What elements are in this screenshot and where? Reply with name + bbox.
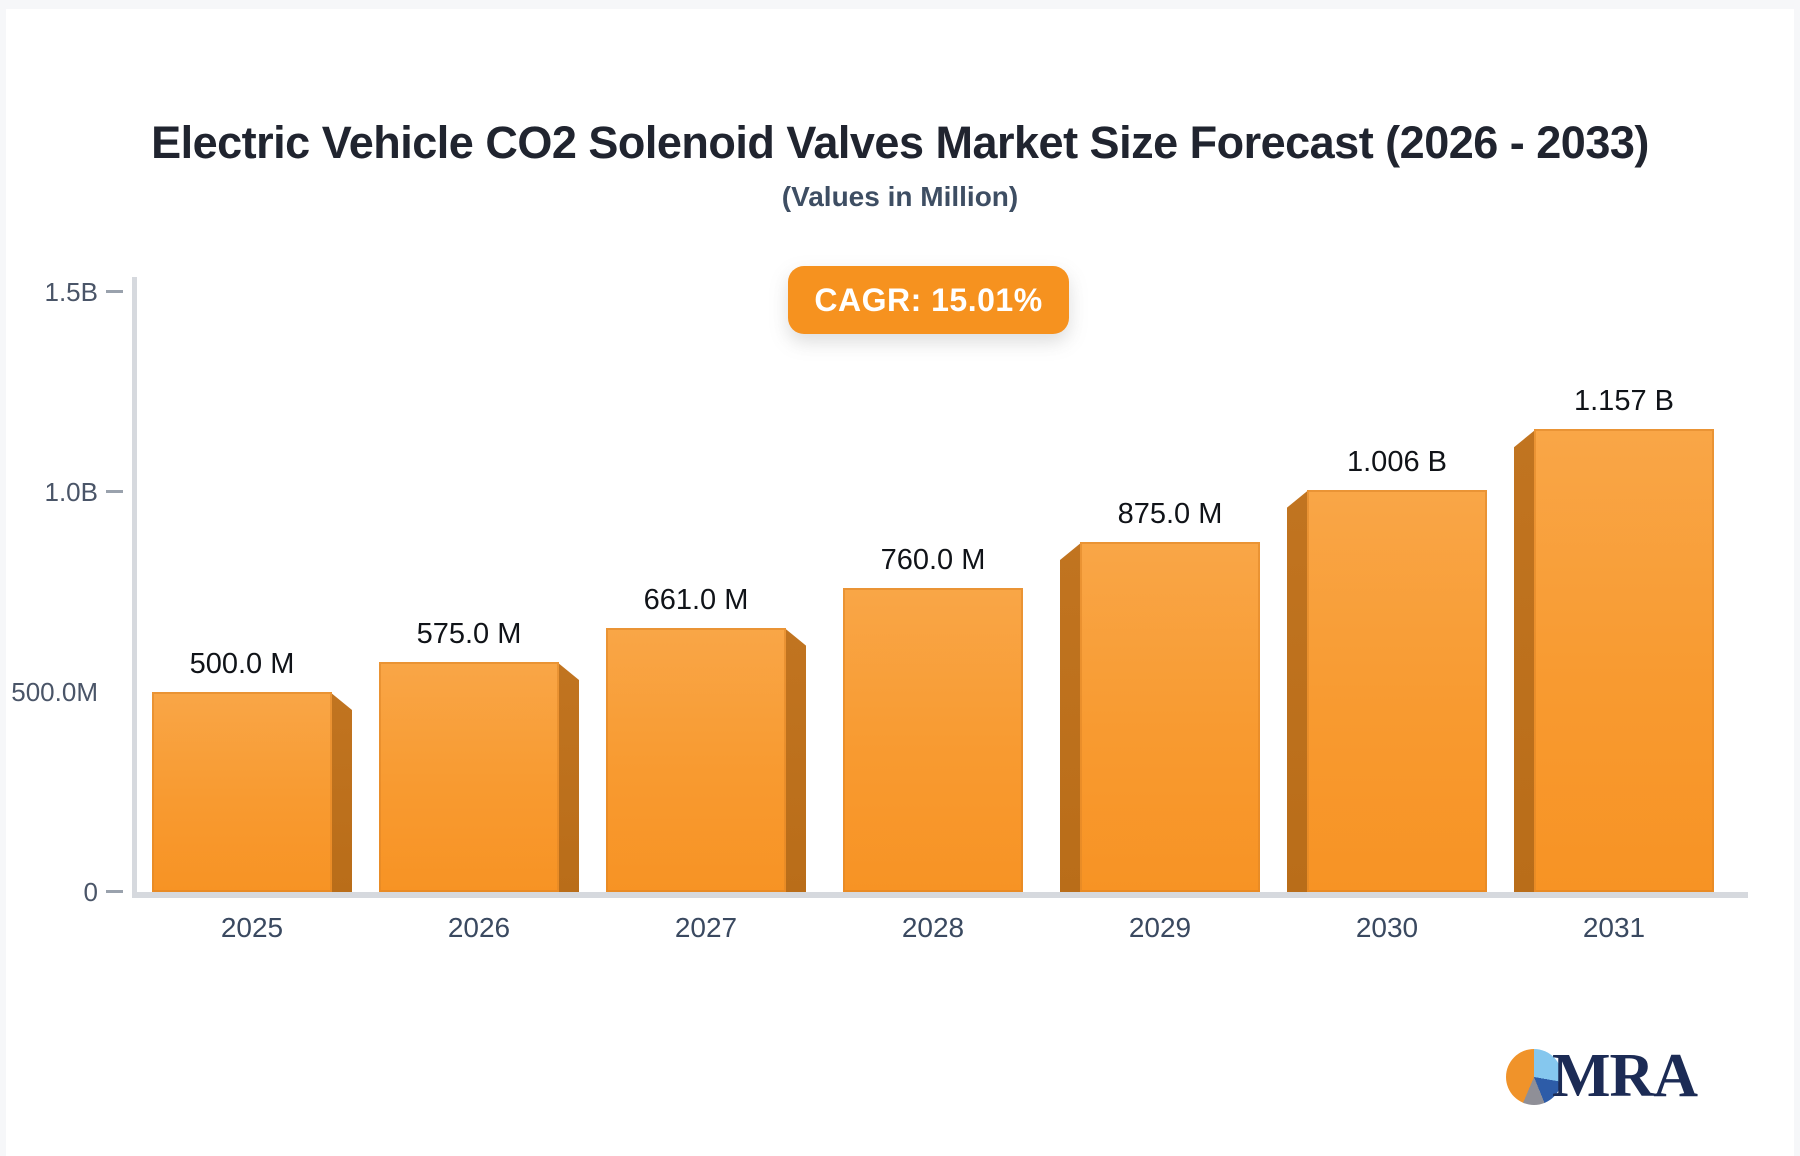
cagr-badge: CAGR: 15.01% <box>788 266 1069 334</box>
bar-value-label: 661.0 M <box>643 583 749 616</box>
y-tick-label: 500.0M <box>11 677 98 707</box>
bar-2028 <box>843 588 1023 892</box>
bar-2027 <box>606 627 786 892</box>
x-axis-label-2026: 2026 <box>447 912 511 943</box>
x-axis-label-2029: 2029 <box>1128 912 1192 943</box>
x-axis-label-2027: 2027 <box>674 912 738 943</box>
pie-chart-icon <box>1506 1048 1562 1105</box>
bar-side-face <box>1060 542 1082 892</box>
y-axis-line <box>132 277 137 895</box>
bar-value-label: 875.0 M <box>1117 498 1223 530</box>
bar-side-face <box>1287 489 1309 892</box>
chart-card: Electric Vehicle CO2 Solenoid Valves Mar… <box>6 9 1794 1156</box>
bar-2030 <box>1307 489 1487 892</box>
x-axis-label-2031: 2031 <box>1582 912 1646 943</box>
bar-2026 <box>379 662 559 892</box>
bar-value-label: 760.0 M <box>880 544 986 576</box>
x-axis-label-2030: 2030 <box>1355 912 1419 943</box>
bar-value-label: 500.0 M <box>189 648 295 680</box>
bar-side-face <box>784 627 806 892</box>
bar-value-label: 1.006 B <box>1347 445 1447 478</box>
page-top-strip <box>0 0 1800 9</box>
bar-2029 <box>1080 542 1260 892</box>
x-axis-label-2025: 2025 <box>220 912 284 943</box>
cagr-badge-label: CAGR: 15.01% <box>814 281 1043 318</box>
y-tick-dash <box>106 890 123 893</box>
bar-2025 <box>152 692 332 892</box>
bar-2031 <box>1534 429 1714 892</box>
y-tick-label: 1.0B <box>44 477 99 507</box>
chart-title: Electric Vehicle CO2 Solenoid Valves Mar… <box>151 117 1649 168</box>
y-tick-label: 0 <box>83 877 98 907</box>
y-tick-label: 1.5B <box>44 277 99 307</box>
bar-side-face <box>330 692 352 892</box>
y-tick-dash <box>106 490 123 493</box>
brand-logo-text: MRA <box>1552 1042 1698 1110</box>
bar-side-face <box>1514 429 1536 892</box>
brand-logo: MRA <box>1506 1041 1698 1112</box>
y-tick-dash <box>106 290 123 293</box>
x-axis-baseline <box>132 892 1748 898</box>
x-axis-label-2028: 2028 <box>901 912 965 943</box>
bar-side-face <box>557 662 579 892</box>
chart-subtitle: (Values in Million) <box>781 181 1019 212</box>
bar-value-label: 575.0 M <box>416 618 522 650</box>
bar-value-label: 1.157 B <box>1574 385 1674 418</box>
